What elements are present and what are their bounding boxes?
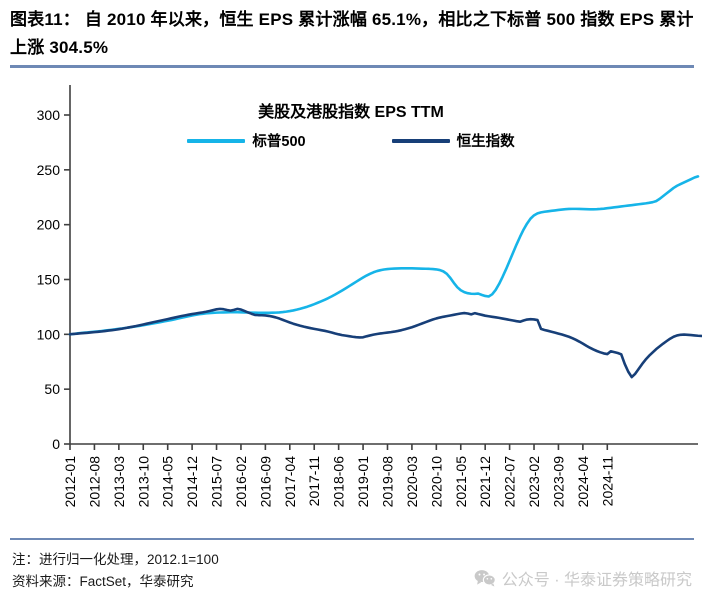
svg-text:2017-11: 2017-11	[306, 456, 322, 507]
svg-text:250: 250	[37, 162, 61, 178]
svg-text:2021-12: 2021-12	[477, 456, 493, 508]
svg-text:2014-12: 2014-12	[184, 456, 200, 508]
svg-text:2018-06: 2018-06	[331, 456, 347, 508]
svg-text:2020-03: 2020-03	[404, 456, 420, 508]
svg-text:2013-10: 2013-10	[135, 456, 151, 508]
svg-text:2014-05: 2014-05	[160, 456, 176, 508]
svg-text:2023-02: 2023-02	[526, 456, 542, 508]
svg-text:2022-07: 2022-07	[502, 456, 518, 508]
footnote-note: 注：进行归一化处理，2012.1=100	[12, 552, 219, 567]
svg-text:2017-04: 2017-04	[282, 456, 298, 508]
watermark-label: 公众号 · 华泰证券策略研究	[501, 572, 692, 589]
svg-text:2012-08: 2012-08	[86, 456, 102, 508]
wechat-icon	[474, 570, 496, 587]
line-chart-svg: 0 50 100 150 200 250 300 2012-01 2012-08 2013-03 2…	[37, 85, 702, 508]
svg-text:2020-10: 2020-10	[428, 456, 444, 508]
figure-caption: 图表11： 自 2010 年以来，恒生 EPS 累计涨幅 65.1%，相比之下标…	[10, 10, 694, 57]
svg-text:2024-11: 2024-11	[599, 456, 615, 507]
chart-title: 美股及港股指数 EPS TTM	[258, 104, 444, 121]
svg-text:2015-07: 2015-07	[209, 456, 225, 508]
svg-text:200: 200	[37, 217, 61, 233]
svg-text:2021-05: 2021-05	[453, 456, 469, 508]
svg-text:2024-04: 2024-04	[575, 456, 591, 508]
svg-text:2019-08: 2019-08	[379, 456, 395, 508]
footnote-source: 资料来源：FactSet，华泰研究	[12, 574, 194, 589]
svg-text:2016-02: 2016-02	[233, 456, 249, 508]
svg-text:2023-09: 2023-09	[550, 456, 566, 508]
svg-text:150: 150	[37, 272, 61, 288]
chart-container: 美股及港股指数 EPS TTM 标普500 恒生指数 0 50 100 150 200 2…	[0, 72, 702, 536]
plot-area: 0 50 100 150 200 250 300 2012-01 2012-08 2013-03 2…	[0, 72, 702, 536]
footnote-block: 注：进行归一化处理，2012.1=100 资料来源：FactSet，华泰研究	[12, 549, 219, 593]
svg-text:2013-03: 2013-03	[111, 456, 127, 508]
svg-text:2019-01: 2019-01	[355, 456, 371, 508]
svg-text:100: 100	[37, 326, 61, 342]
watermark: 公众号 · 华泰证券策略研究	[474, 566, 692, 590]
svg-text:2016-09: 2016-09	[257, 456, 273, 508]
svg-text:300: 300	[37, 107, 61, 123]
svg-text:2012-01: 2012-01	[62, 456, 78, 508]
footer-divider	[10, 538, 694, 540]
svg-text:0: 0	[52, 436, 60, 452]
caption-divider	[10, 65, 694, 68]
svg-text:50: 50	[44, 381, 60, 397]
